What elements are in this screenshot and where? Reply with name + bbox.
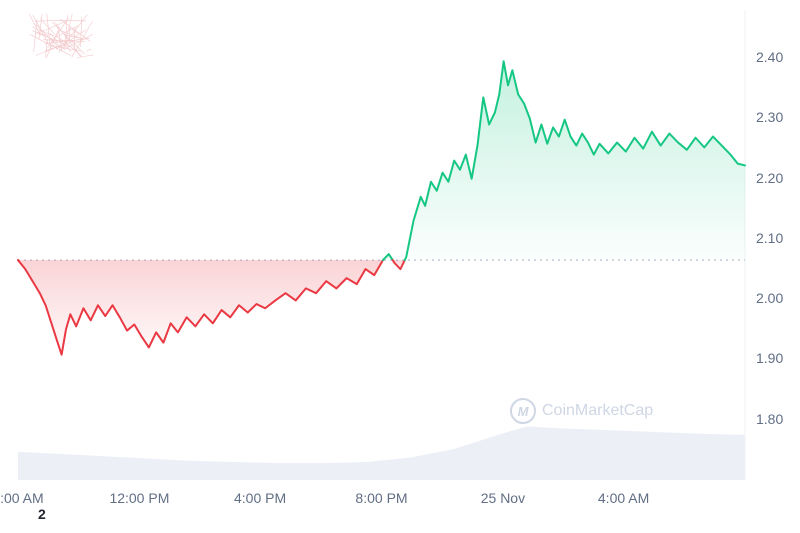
x-tick-label: 25 Nov <box>481 490 525 506</box>
watermark-text: CoinMarketCap <box>542 402 653 420</box>
chart-svg <box>0 0 800 533</box>
y-tick-label: 1.90 <box>756 350 783 366</box>
x-tick-label: 8:00 AM <box>0 490 44 506</box>
watermark: M CoinMarketCap <box>510 398 653 424</box>
x-tick-label: 4:00 PM <box>234 490 286 506</box>
x-tick-label: 8:00 PM <box>355 490 407 506</box>
coinmarketcap-icon: M <box>510 398 536 424</box>
y-tick-label: 2.00 <box>756 290 783 306</box>
y-tick-label: 2.40 <box>756 49 783 65</box>
y-tick-label: 2.20 <box>756 170 783 186</box>
y-tick-label: 2.10 <box>756 230 783 246</box>
x-tick-label: 4:00 AM <box>598 490 649 506</box>
footnote: 2 <box>38 506 46 522</box>
x-tick-label: 12:00 PM <box>109 490 169 506</box>
price-chart: M CoinMarketCap 2 1.80 1.90 2.00 2.10 2.20 2.… <box>0 0 800 533</box>
y-tick-label: 2.30 <box>756 109 783 125</box>
y-tick-label: 1.80 <box>756 411 783 427</box>
decorative-doodle <box>29 13 93 57</box>
